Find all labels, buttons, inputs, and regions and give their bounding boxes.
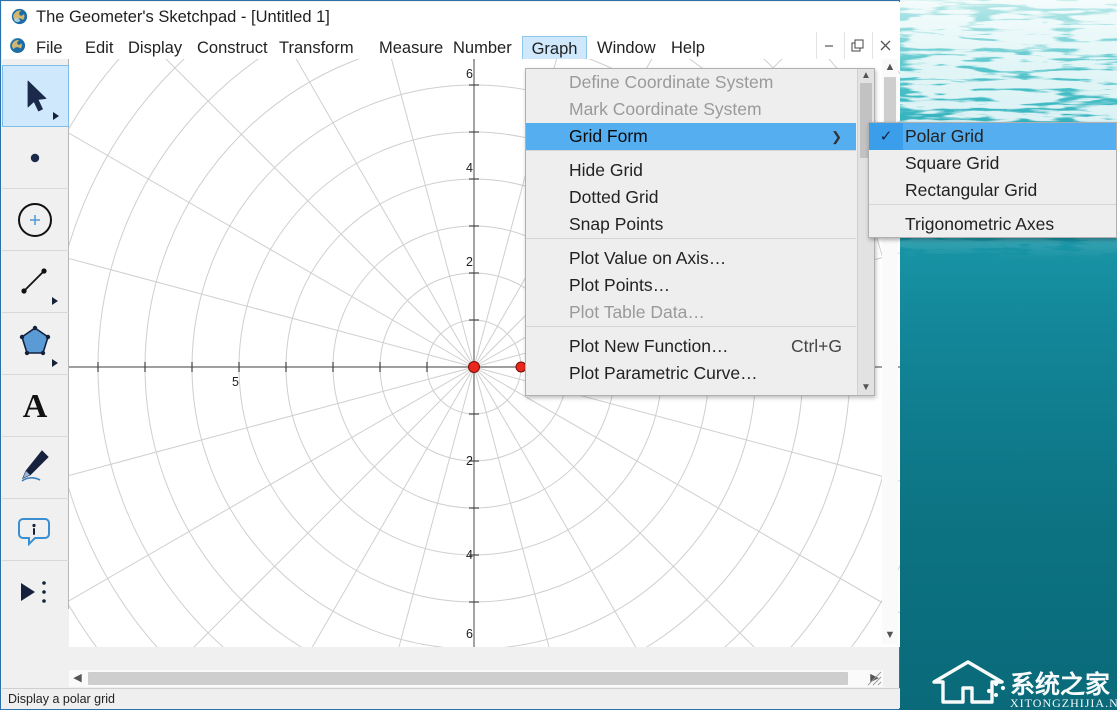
svg-text:XITONGZHIJIA.NET: XITONGZHIJIA.NET xyxy=(1010,696,1117,710)
svg-text:A: A xyxy=(23,388,48,425)
svg-text:系统之家: 系统之家 xyxy=(1010,670,1110,699)
